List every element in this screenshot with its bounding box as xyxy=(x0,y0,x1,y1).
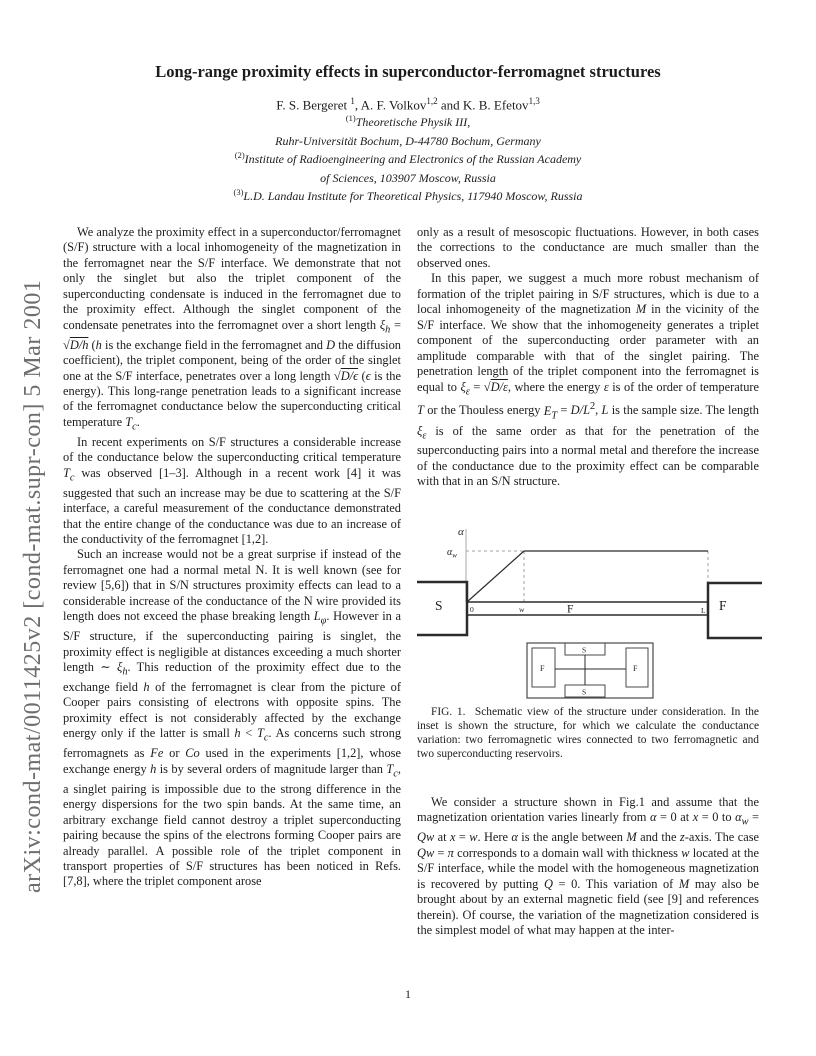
arxiv-watermark: arXiv:cond-mat/0011425v2 [cond-mat.supr-… xyxy=(20,279,46,893)
tick-w-label: w xyxy=(519,605,525,614)
affiliations-block: (1)Theoretische Physik III, Ruhr-Univers… xyxy=(0,111,816,204)
affiliation-text: Institute of Radioengineering and Electr… xyxy=(244,152,582,167)
affiliation-text: Theoretische Physik III, xyxy=(355,115,471,129)
affiliation-sup: (1) xyxy=(345,113,356,123)
inset-left-f-reservoir xyxy=(531,647,556,688)
body-paragraph: In this paper, we suggest a much more ro… xyxy=(417,271,760,489)
tick-L-label: L xyxy=(701,606,706,615)
paper-title: Long-range proximity effects in supercon… xyxy=(155,62,661,81)
affiliation-line: of Sciences, 103907 Moscow, Russia xyxy=(0,167,816,186)
body-paragraph: We consider a structure shown in Fig.1 a… xyxy=(417,795,760,938)
affiliation-line: (1)Theoretische Physik III, xyxy=(0,111,816,130)
affiliation-line: (3)L.D. Landau Institute for Theoretical… xyxy=(0,185,816,204)
alpha-w-label: αw xyxy=(447,547,457,560)
inset-bottom-s-label: S xyxy=(582,688,586,697)
affiliation-text: L.D. Landau Institute for Theoretical Ph… xyxy=(243,189,583,204)
body-paragraph: Such an increase would not be a great su… xyxy=(63,547,402,889)
s-reservoir-label: S xyxy=(435,598,443,613)
s-reservoir-block xyxy=(417,580,469,637)
page-number: 1 xyxy=(405,987,411,1001)
affiliation-line: (2)Institute of Radioengineering and Ele… xyxy=(0,148,816,167)
figure-caption: FIG. 1. Schematic view of the structure … xyxy=(417,706,759,760)
inset-right-f-label: F xyxy=(633,664,638,673)
f-wire-label: F xyxy=(567,604,573,616)
affiliation-text: Ruhr-Universität Bochum, D-44780 Bochum,… xyxy=(275,133,541,148)
left-column: We analyze the proximity effect in a sup… xyxy=(63,225,401,890)
body-paragraph: In recent experiments on S/F structures … xyxy=(63,434,401,547)
figure-1: α αw S 0 w F L F F F S xyxy=(417,526,762,699)
tick-zero-label: 0 xyxy=(470,605,474,614)
abstract-paragraph: We analyze the proximity effect in a sup… xyxy=(63,225,401,433)
alpha-slope-line xyxy=(466,550,525,603)
affiliation-line: Ruhr-Universität Bochum, D-44780 Bochum,… xyxy=(0,130,816,149)
inset-structure: F F S S xyxy=(526,642,654,699)
inset-top-s-label: S xyxy=(582,646,586,655)
affiliation-text: of Sciences, 103907 Moscow, Russia xyxy=(320,170,496,185)
f-reservoir-label: F xyxy=(719,598,727,613)
alpha-axis-label: α xyxy=(458,526,464,538)
right-column: only as a result of mesoscopic fluctuati… xyxy=(417,225,762,937)
body-paragraph: only as a result of mesoscopic fluctuati… xyxy=(417,225,759,270)
affiliation-sup: (2) xyxy=(234,150,245,161)
affiliation-sup: (3) xyxy=(233,187,244,198)
f-reservoir-block xyxy=(706,581,762,640)
inset-right-f-reservoir xyxy=(625,647,649,688)
authors-line: F. S. Bergeret 1, A. F. Volkov1,2 and K.… xyxy=(276,96,540,113)
inset-left-f-label: F xyxy=(540,664,545,673)
